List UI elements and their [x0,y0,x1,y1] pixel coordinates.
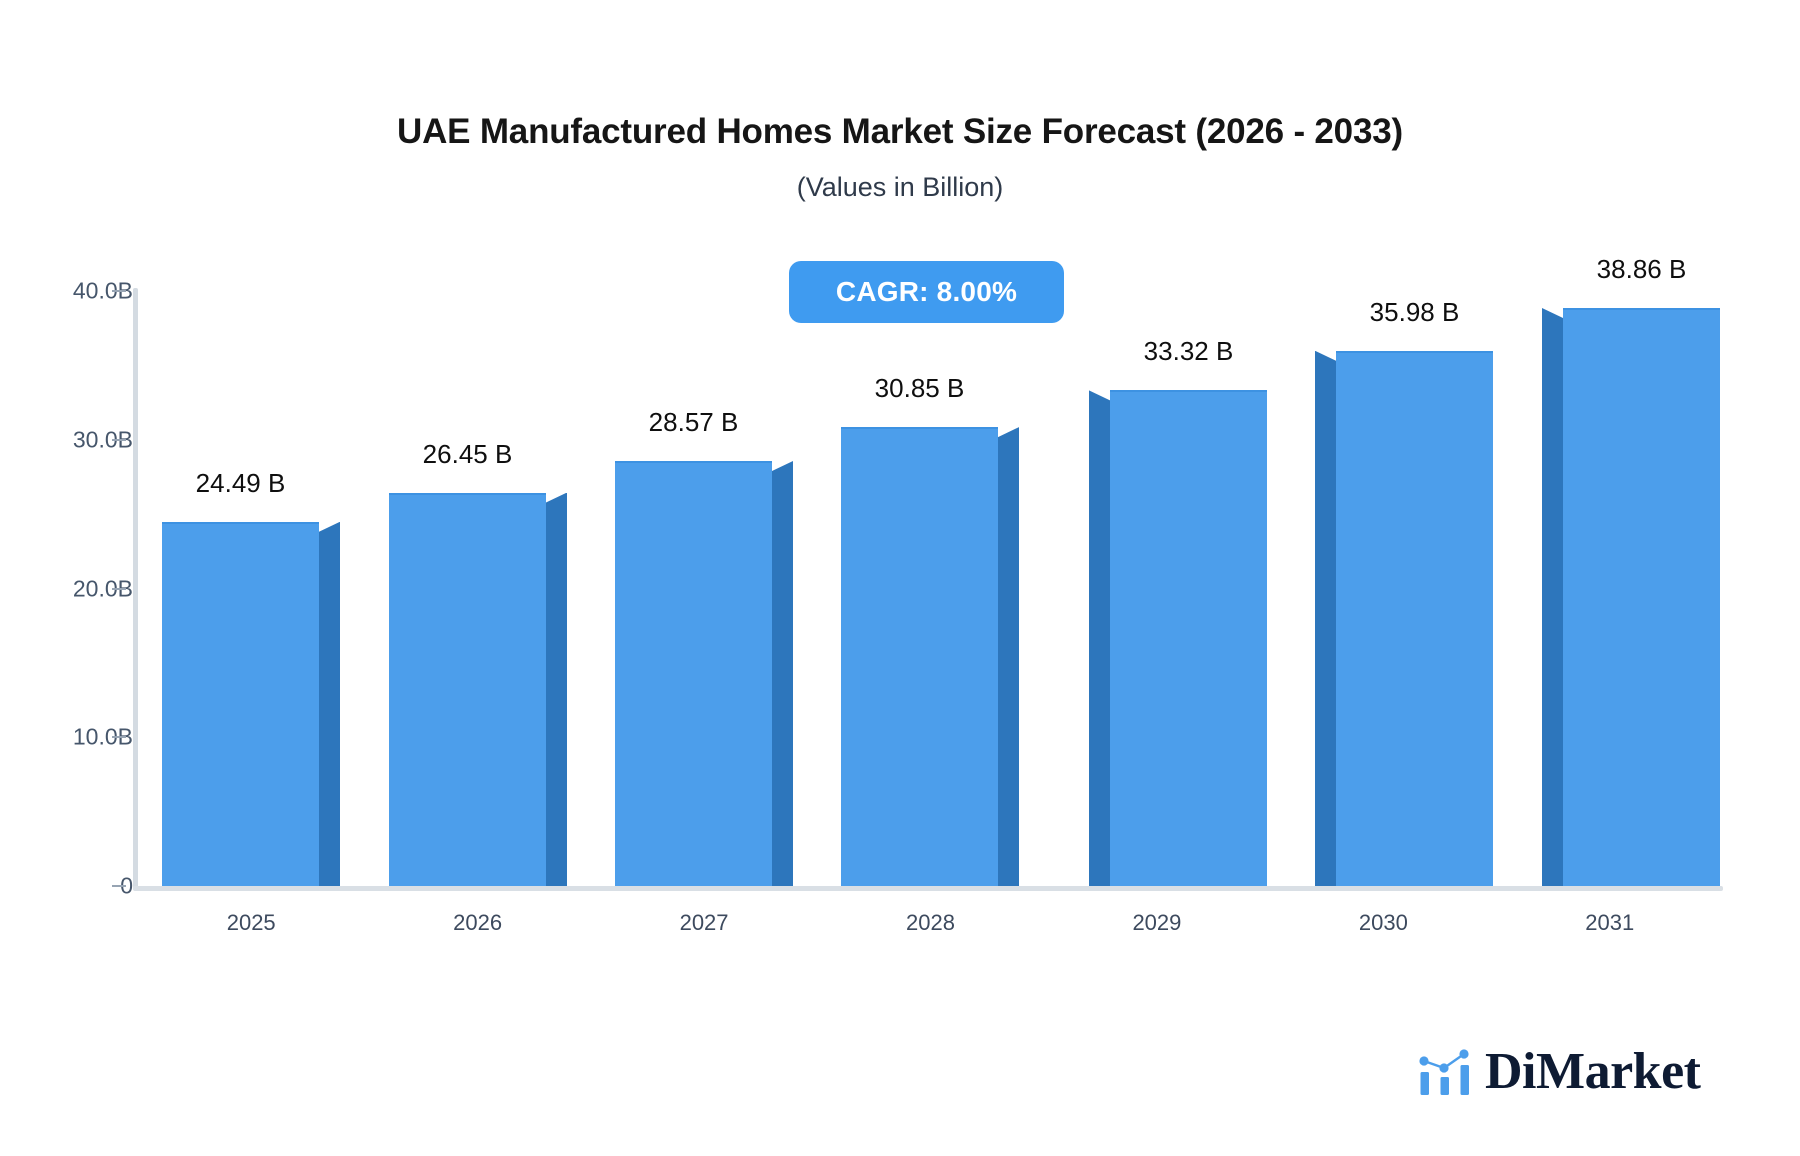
bar-2027[interactable] [615,451,793,886]
bar-2030[interactable] [1315,341,1493,886]
bar-2025[interactable] [162,512,340,886]
y-axis-tick-mark [112,438,126,441]
dimarket-logo: DiMarket [1419,1043,1701,1100]
bar-value-label: 33.32 B [1143,336,1234,367]
bar-value-label: 38.86 B [1596,253,1687,284]
y-axis-tick-mark [112,736,126,739]
bar-side-face [1089,390,1110,886]
bar-front-face [841,427,998,886]
y-axis-tick-label: 0 [120,872,133,899]
cagr-badge: CAGR: 8.00% [789,261,1064,323]
bar-front-face [615,461,772,886]
bar-value-label: 28.57 B [648,407,739,438]
bar-value-label: 26.45 B [422,438,513,469]
bar-value-label: 35.98 B [1369,296,1460,327]
cagr-badge-label: CAGR: 8.00% [835,276,1018,307]
bar-2026[interactable] [389,483,567,886]
y-axis-tick-mark [112,587,126,590]
x-axis-tick-label: 2031 [1585,910,1635,935]
y-axis-tick-mark [112,885,126,887]
bar-side-face [1315,350,1336,886]
bar-front-face [389,492,546,886]
bar-side-face [1542,307,1563,886]
x-axis-tick-label: 2030 [1358,910,1408,935]
x-axis-line [133,886,1723,891]
bar-2031[interactable] [1542,298,1720,886]
bar-2028[interactable] [841,417,1019,886]
bar-front-face [1563,307,1720,886]
bar-front-face [1336,350,1493,886]
y-axis-tick-mark [112,290,126,292]
chart-subtitle: (Values in Billion) [796,172,1004,202]
bar-value-label: 24.49 B [195,467,286,498]
bar-value-label: 30.85 B [874,373,965,404]
bar-side-face [546,492,567,886]
bar-side-face [772,461,793,886]
x-axis-tick-label: 2025 [226,910,276,935]
y-axis-line [133,288,138,888]
x-axis-tick-label: 2028 [906,910,955,935]
x-axis-tick-label: 2029 [1132,910,1182,935]
x-axis-tick-label: 2026 [453,910,503,935]
logo-wordmark: DiMarket [1485,1043,1701,1100]
bar-side-face [998,427,1019,886]
chart-title: UAE Manufactured Homes Market Size Forec… [397,112,1403,151]
x-axis-tick-label: 2027 [679,910,729,935]
bar-front-face [1110,390,1267,886]
bar-chart-icon [1419,1048,1471,1096]
bar-front-face [162,521,319,886]
bar-side-face [319,521,340,886]
bar-2029[interactable] [1089,380,1267,886]
